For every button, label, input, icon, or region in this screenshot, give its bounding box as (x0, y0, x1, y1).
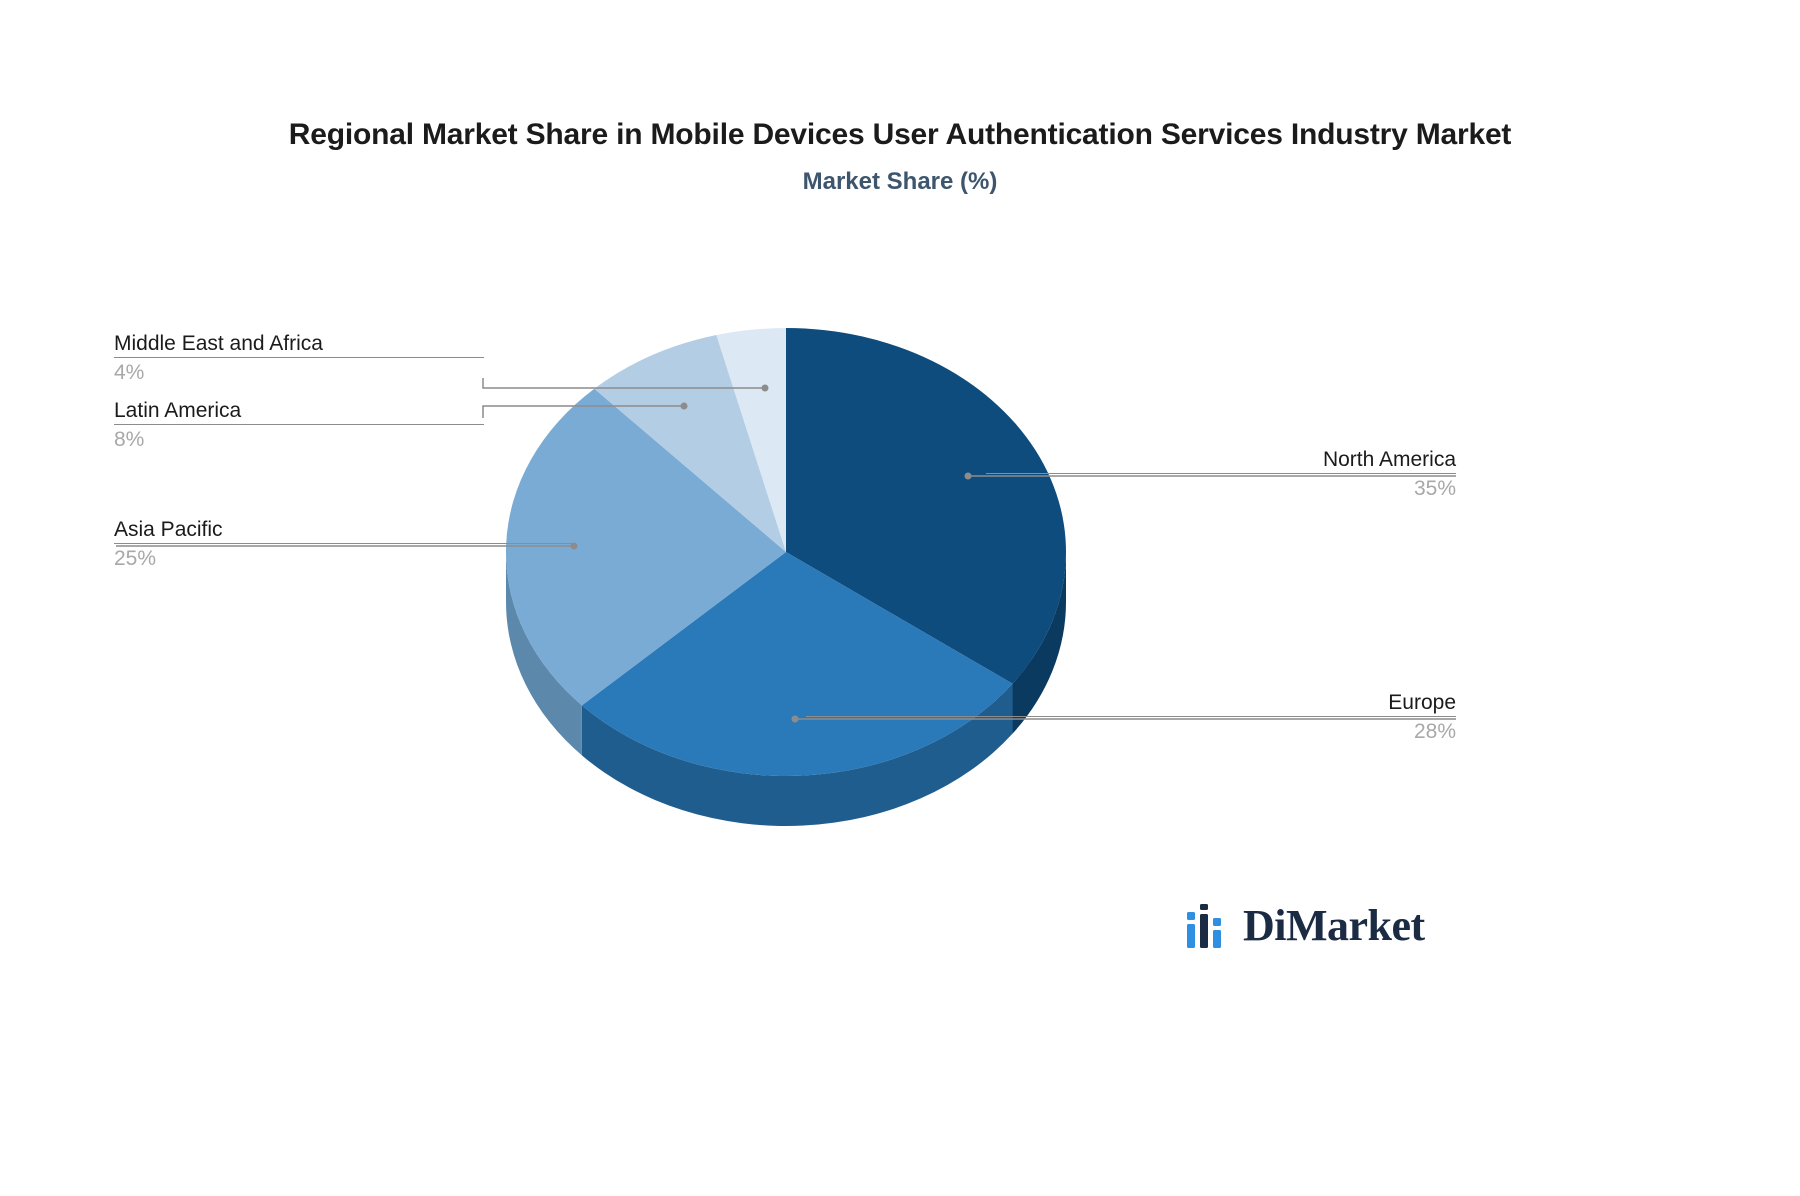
callout-rule-middle-east-and-africa (114, 357, 484, 358)
chart-title: Regional Market Share in Mobile Devices … (288, 118, 1512, 151)
callout-label-europe: Europe (1388, 691, 1456, 714)
callout-value-middle-east-and-africa: 4% (114, 361, 145, 384)
leader-dot-north-america (964, 472, 972, 480)
callout-label-north-america: North America (1322, 448, 1456, 471)
callout-label-middle-east-and-africa: Middle East and Africa (114, 332, 323, 355)
callout-middle-east-and-africa: Middle East and Africa 4% (114, 330, 484, 388)
leader-dot-middle-east-and-africa (761, 384, 769, 392)
callout-label-latin-america: Latin America (114, 399, 242, 422)
callout-asia-pacific: Asia Pacific 25% (114, 516, 574, 574)
callout-rule-europe (806, 716, 1456, 717)
pie-slice-north-america (786, 328, 1066, 684)
callout-rule-north-america (986, 473, 1456, 474)
pie-top-face (506, 328, 1066, 776)
brand-logo-text: DiMarket (1243, 901, 1425, 950)
callout-north-america: North America 35% (986, 446, 1456, 504)
leader-lines (116, 378, 1456, 723)
pie-depth-asia-pacific (506, 552, 582, 756)
callout-rule-latin-america (114, 424, 484, 425)
callout-europe: Europe 28% (806, 689, 1456, 747)
chart-subtitle: Market Share (%) (802, 168, 998, 195)
callout-rule-asia-pacific (114, 543, 574, 544)
pie-depth-walls (506, 552, 1066, 826)
leader-line-middle-east-and-africa (482, 378, 765, 389)
pie-depth-europe (581, 683, 1013, 826)
callout-value-asia-pacific: 25% (114, 547, 157, 570)
pie-depth-north-america (1012, 552, 1066, 734)
callout-value-latin-america: 8% (114, 428, 145, 451)
pie-slice-latin-america (594, 335, 786, 552)
leader-dot-europe (791, 715, 799, 723)
leader-dot-asia-pacific (570, 542, 578, 550)
leader-line-latin-america (482, 405, 684, 418)
pie-slice-asia-pacific (506, 388, 786, 706)
pie-slice-europe (581, 552, 1013, 776)
brand-logo: DiMarket (1185, 900, 1425, 951)
leader-dot-latin-america (680, 402, 688, 410)
bar-chart-icon (1187, 903, 1221, 948)
callout-value-europe: 28% (1413, 720, 1456, 743)
callout-latin-america: Latin America 8% (114, 397, 484, 455)
callout-value-north-america: 35% (1413, 477, 1456, 500)
pie-slice-middle-east-and-africa (716, 328, 786, 552)
callout-label-asia-pacific: Asia Pacific (114, 518, 223, 541)
